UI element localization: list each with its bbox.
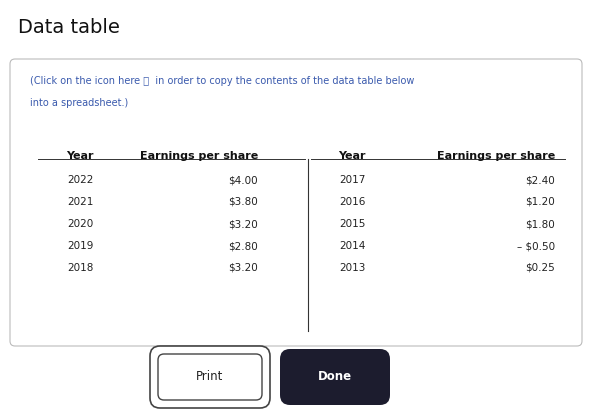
Text: $2.40: $2.40 [525, 175, 555, 185]
Text: 2018: 2018 [67, 263, 93, 273]
Text: Print: Print [197, 370, 224, 383]
FancyBboxPatch shape [150, 346, 270, 408]
Text: $1.80: $1.80 [525, 219, 555, 229]
Text: (Click on the icon here ⎙  in order to copy the contents of the data table below: (Click on the icon here ⎙ in order to co… [30, 76, 414, 86]
Text: $3.20: $3.20 [229, 219, 258, 229]
Text: 2022: 2022 [67, 175, 93, 185]
Text: Year: Year [338, 151, 366, 161]
Text: into a spreadsheet.): into a spreadsheet.) [30, 98, 128, 108]
Text: 2019: 2019 [67, 241, 93, 251]
Text: Earnings per share: Earnings per share [140, 151, 258, 161]
Text: $4.00: $4.00 [229, 175, 258, 185]
Text: – $0.50: – $0.50 [517, 241, 555, 251]
Text: 2017: 2017 [339, 175, 365, 185]
Text: 2016: 2016 [339, 197, 365, 207]
Text: 2021: 2021 [67, 197, 93, 207]
Text: 2015: 2015 [339, 219, 365, 229]
Text: Done: Done [318, 370, 352, 383]
Text: $3.80: $3.80 [229, 197, 258, 207]
Text: Earnings per share: Earnings per share [437, 151, 555, 161]
Text: Year: Year [66, 151, 94, 161]
FancyBboxPatch shape [158, 354, 262, 400]
Text: 2014: 2014 [339, 241, 365, 251]
Text: $3.20: $3.20 [229, 263, 258, 273]
Text: Data table: Data table [18, 18, 120, 37]
FancyBboxPatch shape [280, 349, 390, 405]
Text: 2020: 2020 [67, 219, 93, 229]
Text: 2013: 2013 [339, 263, 365, 273]
Text: $0.25: $0.25 [525, 263, 555, 273]
FancyBboxPatch shape [10, 59, 582, 346]
Text: $1.20: $1.20 [525, 197, 555, 207]
Text: $2.80: $2.80 [229, 241, 258, 251]
